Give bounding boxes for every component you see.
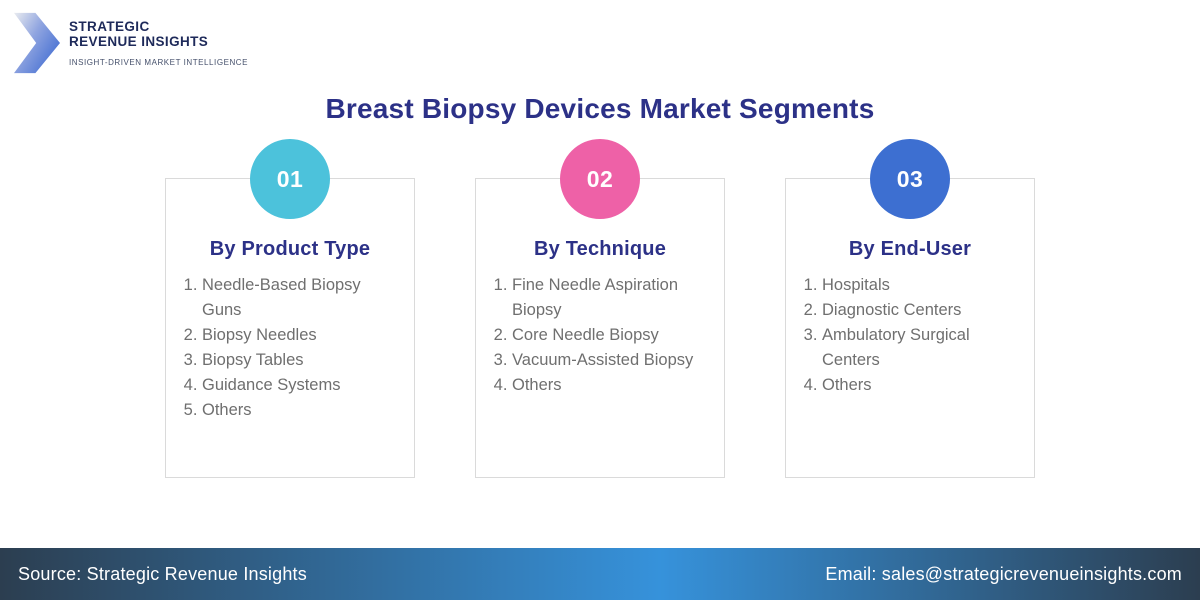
segment-list-item: Vacuum-Assisted Biopsy — [512, 348, 698, 373]
segment-card: 03 By End-User HospitalsDiagnostic Cente… — [785, 139, 1035, 478]
segment-card: 02 By Technique Fine Needle Aspiration B… — [475, 139, 725, 478]
logo-text: STRATEGIC REVENUE INSIGHTS INSIGHT-DRIVE… — [69, 19, 248, 67]
cards-row: 01 By Product Type Needle-Based Biopsy G… — [165, 139, 1035, 478]
card-heading: By End-User — [848, 238, 972, 260]
segment-list-item: Core Needle Biopsy — [512, 323, 698, 348]
segment-card: 01 By Product Type Needle-Based Biopsy G… — [165, 139, 415, 478]
segment-list: Needle-Based Biopsy GunsBiopsy NeedlesBi… — [166, 273, 414, 423]
segment-list: HospitalsDiagnostic CentersAmbulatory Su… — [786, 273, 1034, 398]
segment-list-item: Needle-Based Biopsy Guns — [202, 273, 388, 323]
logo: STRATEGIC REVENUE INSIGHTS INSIGHT-DRIVE… — [14, 12, 248, 74]
logo-name-line1: STRATEGIC — [69, 19, 150, 34]
segment-list-item: Others — [512, 373, 698, 398]
footer-source-text: Source: Strategic Revenue Insights — [18, 563, 307, 584]
card-heading: By Product Type — [209, 238, 371, 260]
segment-list-item: Others — [202, 398, 388, 423]
logo-chevron-icon — [14, 12, 60, 74]
logo-name-line2: REVENUE INSIGHTS — [69, 34, 209, 49]
footer-email-text: Email: sales@strategicrevenueinsights.co… — [825, 563, 1182, 584]
segment-list-item: Others — [822, 373, 1008, 398]
segment-list-item: Ambulatory Surgical Centers — [822, 323, 1008, 373]
card-number-badge: 01 — [250, 139, 330, 219]
logo-tagline: INSIGHT-DRIVEN MARKET INTELLIGENCE — [69, 58, 249, 67]
segment-list-item: Diagnostic Centers — [822, 298, 1008, 323]
card-heading: By Technique — [533, 238, 667, 260]
segment-list-item: Biopsy Needles — [202, 323, 388, 348]
segment-list-item: Guidance Systems — [202, 373, 388, 398]
page-title: Breast Biopsy Devices Market Segments — [325, 93, 875, 124]
footer: Source: Strategic Revenue Insights Email… — [0, 548, 1200, 600]
segment-list: Fine Needle Aspiration BiopsyCore Needle… — [476, 273, 724, 398]
card-number-badge: 03 — [870, 139, 950, 219]
segment-list-item: Hospitals — [822, 273, 1008, 298]
card-number-badge: 02 — [560, 139, 640, 219]
segment-list-item: Biopsy Tables — [202, 348, 388, 373]
segment-list-item: Fine Needle Aspiration Biopsy — [512, 273, 698, 323]
